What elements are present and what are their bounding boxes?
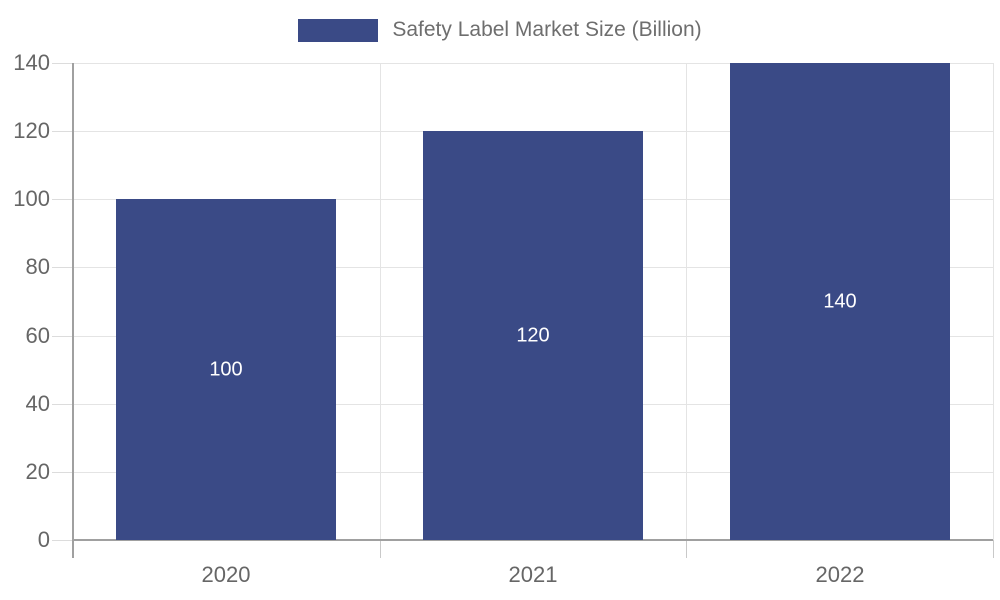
bar-2020[interactable]	[116, 199, 336, 540]
y-tick-mark	[52, 131, 73, 132]
y-tick-label: 60	[25, 323, 50, 348]
bar-value-label: 140	[823, 290, 857, 313]
gridline	[686, 63, 687, 540]
y-tick-label: 0	[37, 527, 50, 552]
bar-value-label: 120	[516, 324, 550, 347]
bar-2022[interactable]	[730, 63, 950, 540]
legend-swatch[interactable]	[298, 18, 379, 42]
gridline	[73, 63, 993, 64]
y-tick-label: 40	[25, 391, 50, 416]
y-tick-label: 20	[25, 459, 50, 484]
bar-2021[interactable]	[423, 131, 643, 540]
gridline	[993, 63, 994, 540]
x-tick-mark	[686, 540, 687, 558]
y-tick-mark	[52, 336, 73, 337]
y-tick-label: 100	[13, 186, 50, 211]
x-tick-label: 2022	[815, 562, 865, 587]
legend-label: Safety Label Market Size (Billion)	[392, 18, 702, 41]
y-tick-mark	[52, 404, 73, 405]
x-tick-mark	[380, 540, 381, 558]
y-axis-line	[72, 63, 74, 558]
gridline	[380, 63, 381, 540]
y-tick-mark	[52, 267, 73, 268]
bar-value-label: 100	[209, 358, 243, 381]
x-tick-label: 2021	[508, 562, 558, 587]
y-tick-mark	[52, 540, 73, 541]
y-tick-mark	[52, 472, 73, 473]
y-tick-label: 80	[25, 254, 50, 279]
y-tick-label: 140	[13, 50, 50, 75]
x-axis-line	[73, 539, 993, 541]
x-tick-mark	[993, 540, 994, 558]
y-tick-mark	[52, 63, 73, 64]
legend[interactable]: Safety Label Market Size (Billion)	[0, 18, 1000, 42]
y-tick-mark	[52, 199, 73, 200]
y-tick-label: 120	[13, 118, 50, 143]
x-tick-label: 2020	[201, 562, 251, 587]
